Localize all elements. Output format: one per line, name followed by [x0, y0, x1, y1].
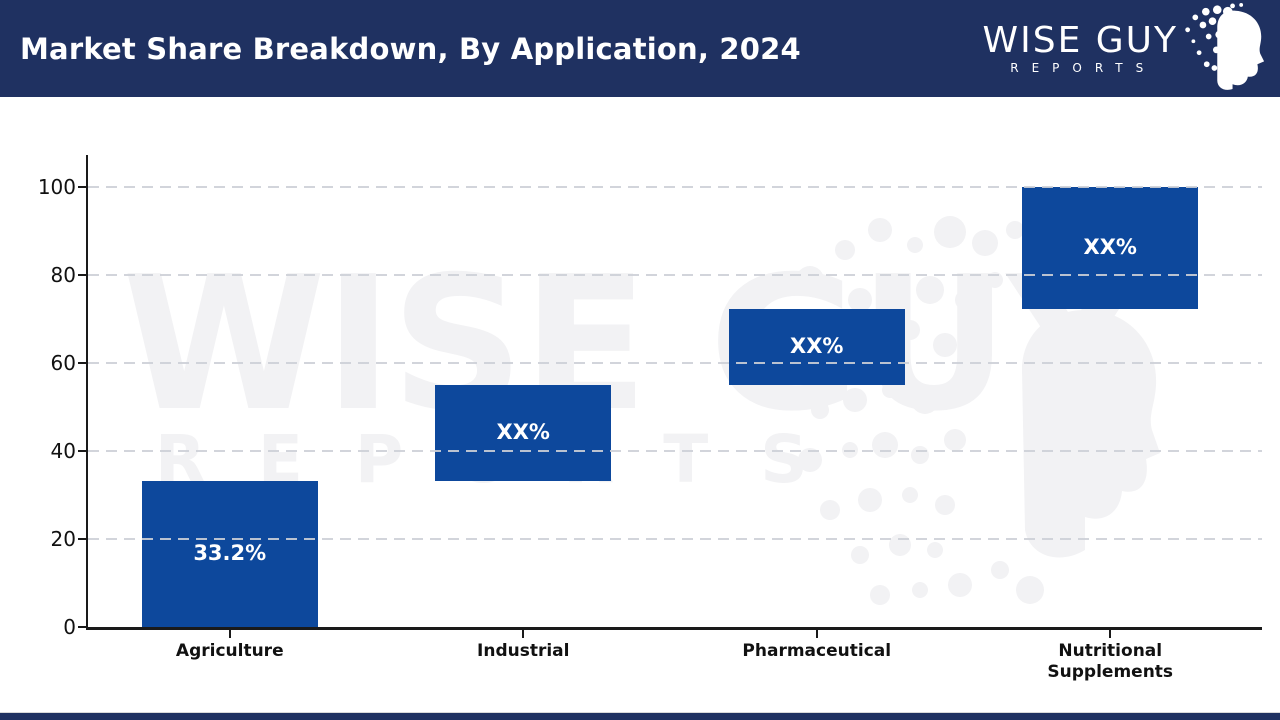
y-tick-mark: [78, 626, 86, 628]
y-axis-line: [86, 155, 88, 629]
x-tick-mark: [1109, 630, 1112, 638]
bar-value-label: 33.2%: [193, 540, 267, 565]
gridline-40: [88, 450, 1262, 452]
y-tick-label: 80: [50, 263, 76, 287]
y-tick-label: 20: [50, 527, 76, 551]
gridline-80: [88, 274, 1262, 276]
bar-0: [141, 480, 318, 627]
y-tick-mark: [78, 362, 86, 364]
bar-value-label: XX%: [1083, 234, 1137, 259]
bar-2: [728, 308, 905, 385]
brand-subname: REPORTS: [1010, 61, 1157, 76]
gridline-100: [88, 186, 1262, 188]
watermark-brand-text: WISE GUY: [122, 236, 1141, 452]
x-tick-mark: [522, 630, 525, 638]
brand-name: WISE GUY: [982, 19, 1178, 61]
page-title: Market Share Breakdown, By Application, …: [20, 31, 801, 66]
watermark-head-graphic: [770, 215, 1170, 689]
bar-value-label: XX%: [496, 419, 550, 444]
x-tick-mark: [815, 630, 818, 638]
footer-bar: [0, 712, 1280, 720]
bar-value-label: XX%: [790, 333, 844, 358]
bar-3: [1022, 187, 1199, 309]
x-category-label: Pharmaceutical: [742, 641, 892, 661]
y-tick-label: 100: [37, 175, 76, 199]
x-category-label: Nutritional Supplements: [1047, 641, 1174, 683]
y-tick-mark: [78, 186, 86, 188]
y-tick-mark: [78, 450, 86, 452]
x-axis-line: [86, 627, 1262, 630]
gridline-20: [88, 538, 1262, 540]
y-tick-label: 60: [50, 351, 76, 375]
y-tick-mark: [78, 274, 86, 276]
bar-1: [435, 385, 612, 481]
y-tick-label: 0: [63, 615, 76, 639]
y-tick-mark: [78, 538, 86, 540]
header-bar: Market Share Breakdown, By Application, …: [0, 0, 1280, 97]
y-tick-label: 40: [50, 439, 76, 463]
brand-logo-text: WISE GUY REPORTS: [982, 19, 1179, 76]
brand-head-icon: [1180, 2, 1266, 95]
gridline-60: [88, 362, 1262, 364]
x-category-label: Agriculture: [175, 641, 284, 661]
brand-logo: WISE GUY REPORTS: [982, 2, 1267, 95]
x-tick-mark: [228, 630, 231, 638]
x-category-label: Industrial: [477, 641, 570, 661]
chart-plot-area: 0 20 40 60 80 100 33.2% Agriculture XX% Industria…: [38, 155, 1262, 682]
